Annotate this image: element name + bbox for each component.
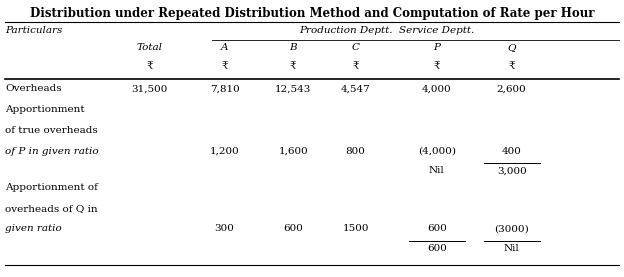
Text: 7,810: 7,810 [210, 84, 240, 93]
Text: Distribution under Repeated Distribution Method and Computation of Rate per Hour: Distribution under Repeated Distribution… [30, 7, 594, 20]
Text: ₹: ₹ [290, 62, 296, 71]
Text: (3000): (3000) [494, 224, 529, 233]
Text: 300: 300 [215, 224, 235, 233]
Text: Total: Total [137, 43, 163, 52]
Text: 3,000: 3,000 [497, 166, 527, 175]
Text: ₹: ₹ [222, 62, 228, 71]
Text: 600: 600 [427, 224, 447, 233]
Text: Nil: Nil [429, 166, 445, 175]
Text: 600: 600 [283, 224, 303, 233]
Text: 400: 400 [502, 147, 522, 156]
Text: Nil: Nil [504, 244, 520, 253]
Text: Q: Q [507, 43, 516, 52]
Text: Apportionment: Apportionment [5, 105, 85, 114]
Text: P: P [433, 43, 441, 52]
Text: of P in given ratio: of P in given ratio [5, 147, 99, 156]
Text: of true overheads: of true overheads [5, 126, 98, 135]
Text: ₹: ₹ [353, 62, 359, 71]
Text: 600: 600 [427, 244, 447, 253]
Text: Apportionment of: Apportionment of [5, 183, 98, 192]
Text: Production Deptt.  Service Deptt.: Production Deptt. Service Deptt. [300, 26, 474, 35]
Text: ₹: ₹ [509, 62, 515, 71]
Text: 31,500: 31,500 [132, 84, 168, 93]
Text: 1,600: 1,600 [278, 147, 308, 156]
Text: 2,600: 2,600 [497, 84, 527, 93]
Text: Overheads: Overheads [5, 84, 62, 93]
Text: ₹: ₹ [147, 62, 153, 71]
Text: 1500: 1500 [343, 224, 369, 233]
Text: 12,543: 12,543 [275, 84, 311, 93]
Text: 1,200: 1,200 [210, 147, 240, 156]
Text: 800: 800 [346, 147, 366, 156]
Text: given ratio: given ratio [5, 224, 62, 233]
Text: Particulars: Particulars [5, 26, 62, 35]
Text: ₹: ₹ [434, 62, 440, 71]
Text: overheads of Q in: overheads of Q in [5, 204, 97, 212]
Text: A: A [221, 43, 228, 52]
Text: 4,000: 4,000 [422, 84, 452, 93]
Text: B: B [290, 43, 297, 52]
Text: 4,547: 4,547 [341, 84, 371, 93]
Text: C: C [352, 43, 359, 52]
Text: (4,000): (4,000) [418, 147, 456, 156]
